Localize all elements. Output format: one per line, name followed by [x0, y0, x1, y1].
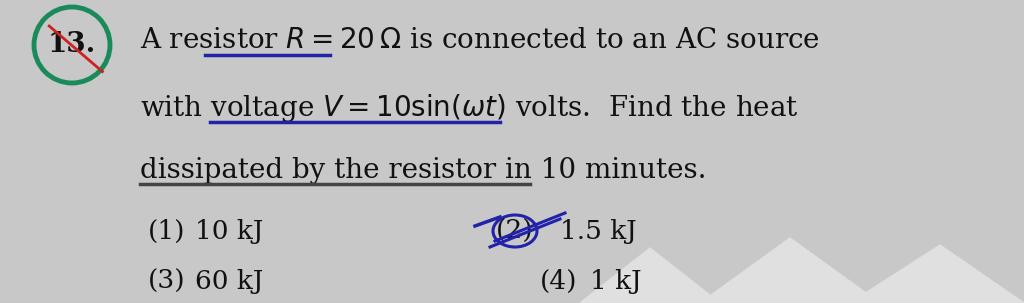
Text: 1 kJ: 1 kJ	[590, 268, 642, 294]
Text: (4): (4)	[540, 268, 578, 294]
Text: 13.: 13.	[48, 32, 96, 58]
Text: (3): (3)	[148, 268, 185, 294]
Text: (1): (1)	[148, 218, 185, 244]
Text: dissipated by the resistor in 10 minutes.: dissipated by the resistor in 10 minutes…	[140, 157, 707, 184]
Text: 60 kJ: 60 kJ	[195, 268, 263, 294]
Polygon shape	[700, 238, 880, 303]
Polygon shape	[850, 245, 1024, 303]
Text: A resistor $R = 20\,\Omega$ is connected to an AC source: A resistor $R = 20\,\Omega$ is connected…	[140, 28, 820, 55]
Text: (2): (2)	[497, 218, 534, 244]
Polygon shape	[580, 248, 720, 303]
Text: 1.5 kJ: 1.5 kJ	[560, 218, 637, 244]
Text: with voltage $V = 10\sin(\omega t)$ volts.  Find the heat: with voltage $V = 10\sin(\omega t)$ volt…	[140, 92, 799, 124]
Text: 10 kJ: 10 kJ	[195, 218, 263, 244]
